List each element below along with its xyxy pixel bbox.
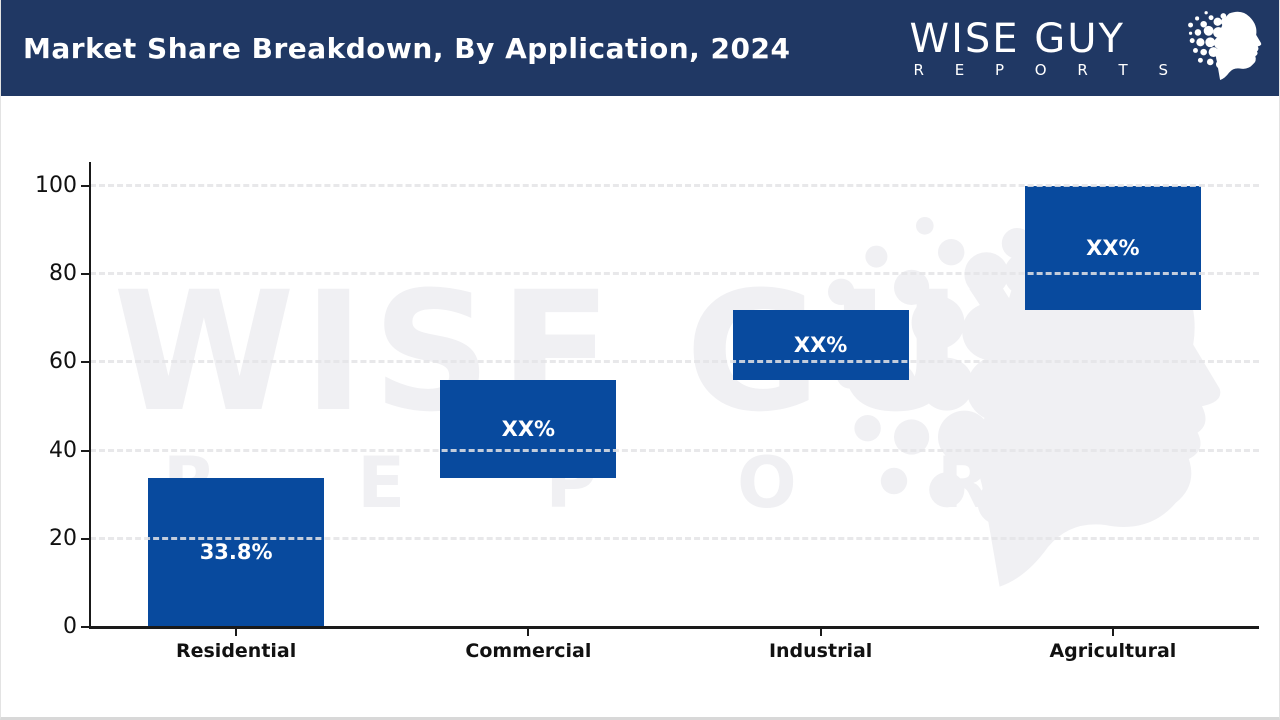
logo-text: WISE GUY R E P O R T S	[910, 19, 1181, 78]
bar-value-label: XX%	[501, 416, 556, 441]
y-tick-label-40: 40	[49, 437, 77, 463]
x-tick-label-agricultural: Agricultural	[1049, 640, 1177, 662]
y-tick	[81, 537, 90, 540]
header-band: Market Share Breakdown, By Application, …	[1, 0, 1279, 96]
wise-guy-reports-logo: WISE GUY R E P O R T S	[910, 7, 1267, 89]
x-tick	[819, 629, 822, 636]
bar-commercial	[440, 379, 617, 478]
y-tick-label-80: 80	[49, 261, 77, 287]
bar-value-label: 33.8%	[199, 540, 273, 565]
bar-value-label: XX%	[1086, 235, 1140, 260]
y-tick-label-0: 0	[63, 614, 77, 639]
page-title: Market Share Breakdown, By Application, …	[23, 31, 791, 65]
y-tick	[81, 626, 90, 628]
y-tick	[81, 449, 90, 452]
gridline-100	[90, 184, 1259, 187]
x-axis-spine	[89, 626, 1259, 629]
gridline-60	[90, 360, 1259, 364]
x-tick-label-industrial: Industrial	[768, 640, 873, 662]
bar-agricultural	[1024, 186, 1201, 310]
bar-residential	[148, 477, 325, 627]
x-tick	[235, 629, 238, 636]
x-tick	[1111, 629, 1114, 636]
y-tick	[81, 185, 90, 187]
logo-wiseguy-label: WISE GUY	[909, 15, 1125, 62]
y-tick-label-20: 20	[49, 525, 77, 551]
dotted-face-profile-icon	[1188, 11, 1262, 80]
y-tick-label-100: 100	[35, 173, 77, 198]
y-axis-spine	[89, 162, 91, 629]
x-tick	[527, 629, 530, 636]
watermark-dotted-face	[828, 217, 1221, 587]
gridline-40	[90, 448, 1259, 452]
gridline-80	[90, 272, 1259, 276]
bar-value-label: XX%	[793, 332, 848, 357]
y-tick	[81, 273, 90, 276]
logo-reports-label: R E P O R T S	[913, 60, 1181, 79]
gridline-20	[90, 536, 1259, 540]
bar-industrial	[732, 309, 909, 380]
x-tick-label-commercial: Commercial	[465, 640, 592, 662]
y-tick	[81, 361, 90, 364]
y-tick-label-60: 60	[49, 349, 77, 375]
x-tick-label-residential: Residential	[175, 640, 297, 662]
